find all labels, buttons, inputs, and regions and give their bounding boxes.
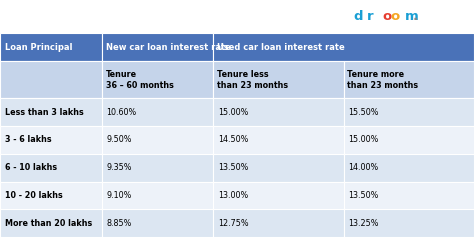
Text: 14.50%: 14.50% [218, 135, 248, 144]
Text: 6 - 10 lakhs: 6 - 10 lakhs [5, 163, 57, 172]
Bar [102, 154, 213, 182]
Text: Tenure
36 – 60 months: Tenure 36 – 60 months [106, 70, 173, 90]
Text: 15.00%: 15.00% [218, 108, 248, 117]
Bar [213, 33, 474, 61]
Text: r: r [367, 10, 374, 23]
Bar [102, 98, 213, 126]
Bar [0, 61, 102, 98]
Bar [102, 33, 213, 61]
Bar [102, 126, 213, 154]
Text: Loan Principal: Loan Principal [5, 43, 72, 51]
Bar [344, 182, 474, 209]
Text: 3 - 6 lakhs: 3 - 6 lakhs [5, 135, 51, 144]
Bar [213, 182, 344, 209]
Bar [344, 98, 474, 126]
Text: 15.50%: 15.50% [348, 108, 379, 117]
Bar [0, 126, 102, 154]
Text: More than 20 lakhs: More than 20 lakhs [5, 219, 92, 228]
Text: 13.50%: 13.50% [348, 191, 379, 200]
Bar [0, 209, 102, 237]
Text: 14.00%: 14.00% [348, 163, 379, 172]
Bar [102, 61, 213, 98]
Text: 9.35%: 9.35% [107, 163, 132, 172]
Bar [344, 209, 474, 237]
Bar [0, 154, 102, 182]
Bar [0, 33, 102, 61]
Text: m: m [405, 10, 419, 23]
Bar [344, 126, 474, 154]
Text: Tenure less
than 23 months: Tenure less than 23 months [217, 70, 288, 90]
Bar [0, 182, 102, 209]
Bar [213, 154, 344, 182]
Text: d: d [353, 10, 363, 23]
Bar [344, 154, 474, 182]
Bar [102, 209, 213, 237]
Text: 9.10%: 9.10% [107, 191, 132, 200]
Text: New car loan interest rate: New car loan interest rate [106, 43, 230, 51]
Text: 15.00%: 15.00% [348, 135, 379, 144]
Text: Less than 3 lakhs: Less than 3 lakhs [5, 108, 83, 117]
Text: .: . [412, 10, 418, 23]
Text: 9.50%: 9.50% [107, 135, 132, 144]
Text: 13.25%: 13.25% [348, 219, 379, 228]
Bar [213, 61, 344, 98]
Text: o: o [390, 10, 400, 23]
Bar [213, 209, 344, 237]
Bar [213, 98, 344, 126]
Bar [102, 182, 213, 209]
Bar [0, 98, 102, 126]
Bar [213, 126, 344, 154]
Text: 13.00%: 13.00% [218, 191, 248, 200]
Bar [344, 61, 474, 98]
Text: 8.85%: 8.85% [107, 219, 132, 228]
Text: Tenure more
than 23 months: Tenure more than 23 months [347, 70, 419, 90]
Text: o: o [382, 10, 392, 23]
Text: 10 - 20 lakhs: 10 - 20 lakhs [5, 191, 63, 200]
Text: 12.75%: 12.75% [218, 219, 249, 228]
Text: 13.50%: 13.50% [218, 163, 248, 172]
Text: Used car loan interest rate: Used car loan interest rate [217, 43, 345, 51]
Text: 10.60%: 10.60% [107, 108, 137, 117]
